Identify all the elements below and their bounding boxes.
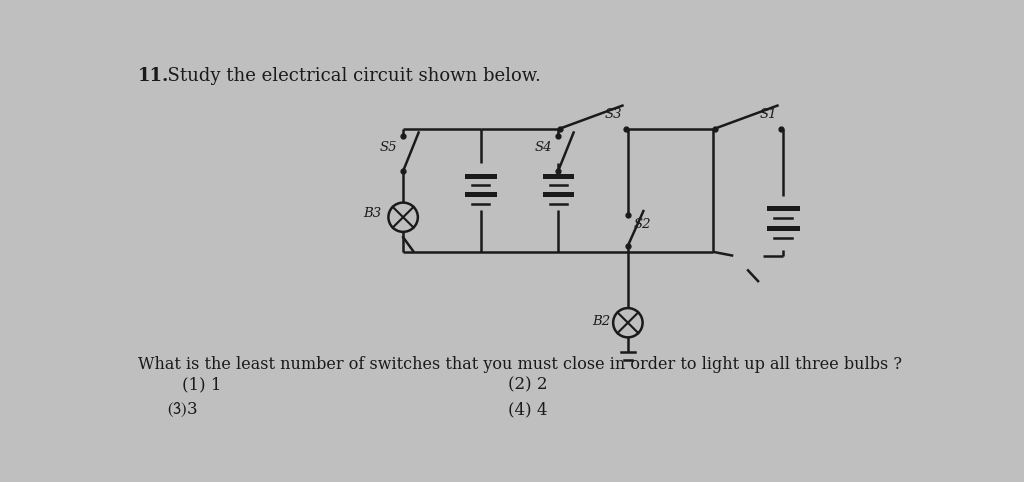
Text: 11.: 11.: [138, 67, 169, 85]
Text: (2) 2: (2) 2: [508, 376, 547, 394]
Text: S3: S3: [604, 108, 623, 121]
Text: B3: B3: [364, 207, 381, 220]
Text: S5: S5: [380, 141, 397, 154]
Text: B2: B2: [593, 315, 611, 328]
Text: (1) 1: (1) 1: [182, 376, 222, 394]
Text: (4) 4: (4) 4: [508, 401, 547, 418]
Text: What is the least number of switches that you must close in order to light up al: What is the least number of switches tha…: [138, 356, 902, 373]
Text: $\mathcal{(3)}$3: $\mathcal{(3)}$3: [167, 401, 198, 419]
Text: Study the electrical circuit shown below.: Study the electrical circuit shown below…: [156, 67, 541, 85]
Text: S1: S1: [760, 108, 777, 121]
Text: S2: S2: [634, 218, 651, 231]
Text: S4: S4: [535, 141, 552, 154]
